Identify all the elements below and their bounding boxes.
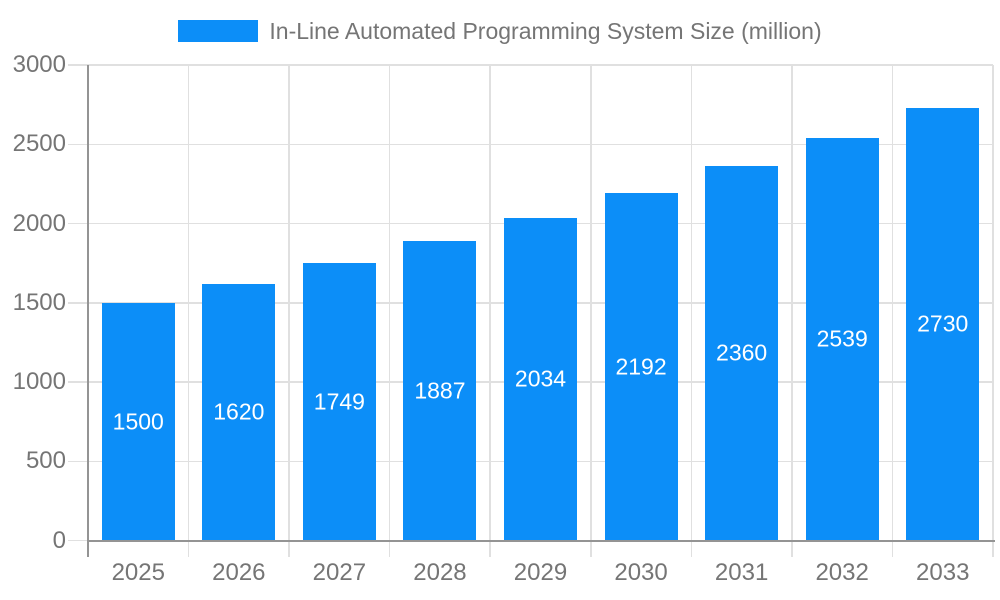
y-axis-tick: [68, 539, 88, 542]
bar-2027[interactable]: [302, 263, 376, 541]
y-axis-tick: [68, 64, 88, 66]
y-axis-label: 1500: [12, 288, 66, 316]
x-axis-tick: [891, 540, 894, 557]
y-axis-label: 1000: [12, 368, 66, 395]
x-axis-line: [88, 539, 995, 542]
x-gridline: [791, 65, 793, 541]
bar-2031[interactable]: [705, 166, 779, 541]
x-gridline: [288, 65, 290, 541]
bar-2032[interactable]: [805, 138, 879, 541]
bar-2026[interactable]: [202, 283, 276, 541]
y-axis-tick: [68, 302, 88, 304]
bar-2029[interactable]: [504, 218, 577, 541]
y-axis-tick: [68, 222, 88, 225]
x-gridline: [992, 65, 994, 541]
bar-2028[interactable]: [403, 241, 477, 541]
y-axis-label: 2000: [12, 209, 66, 237]
x-axis-label: 2028: [413, 559, 467, 586]
x-axis-tick: [187, 540, 190, 557]
x-gridline: [187, 65, 190, 541]
bar-value-label: 2192: [615, 353, 667, 380]
x-axis-tick: [288, 540, 290, 557]
x-axis-tick: [388, 540, 391, 557]
x-axis-tick: [590, 540, 592, 557]
legend[interactable]: In-Line Automated Programming System Siz…: [0, 18, 1000, 44]
bar-value-label: 2539: [816, 325, 868, 352]
bar-2025[interactable]: [101, 302, 175, 541]
x-axis-label: 2026: [212, 559, 266, 586]
x-axis-tick: [791, 540, 793, 557]
x-gridline: [690, 65, 693, 541]
x-gridline: [891, 65, 894, 541]
bar-value-label: 1500: [112, 408, 164, 435]
x-axis-label: 2025: [111, 559, 165, 586]
x-axis-label: 2031: [714, 559, 769, 586]
y-axis-label: 2500: [12, 130, 66, 158]
x-gridline: [590, 65, 592, 541]
x-axis-label: 2030: [614, 559, 668, 586]
bar-value-label: 2730: [917, 310, 969, 337]
bar-2030[interactable]: [604, 193, 678, 541]
bar-2033[interactable]: [906, 107, 980, 541]
x-axis-label: 2033: [916, 559, 970, 586]
y-gridline: [88, 143, 993, 145]
bar-value-label: 2360: [716, 339, 768, 366]
bar-value-label: 1749: [313, 388, 365, 415]
x-axis-label: 2029: [513, 559, 568, 586]
y-axis-label: 500: [25, 447, 66, 475]
y-axis-tick: [68, 381, 88, 383]
x-axis-tick: [992, 540, 994, 557]
bar-value-label: 1887: [414, 377, 466, 404]
bar-value-label: 2034: [514, 365, 567, 392]
legend-label: In-Line Automated Programming System Siz…: [269, 18, 822, 44]
x-axis-label: 2027: [312, 559, 367, 586]
x-axis-tick: [489, 540, 491, 557]
y-axis-line: [87, 65, 89, 557]
y-axis-label: 3000: [12, 51, 66, 78]
y-axis-tick: [68, 460, 88, 462]
y-axis-label: 0: [52, 526, 66, 554]
x-axis-label: 2032: [815, 559, 869, 586]
x-gridline: [388, 65, 391, 541]
x-gridline: [489, 65, 491, 541]
y-gridline: [88, 64, 993, 66]
legend-swatch: [178, 20, 259, 42]
bar-value-label: 1620: [213, 398, 265, 425]
y-axis-tick: [68, 143, 88, 145]
x-axis-tick: [690, 540, 693, 557]
